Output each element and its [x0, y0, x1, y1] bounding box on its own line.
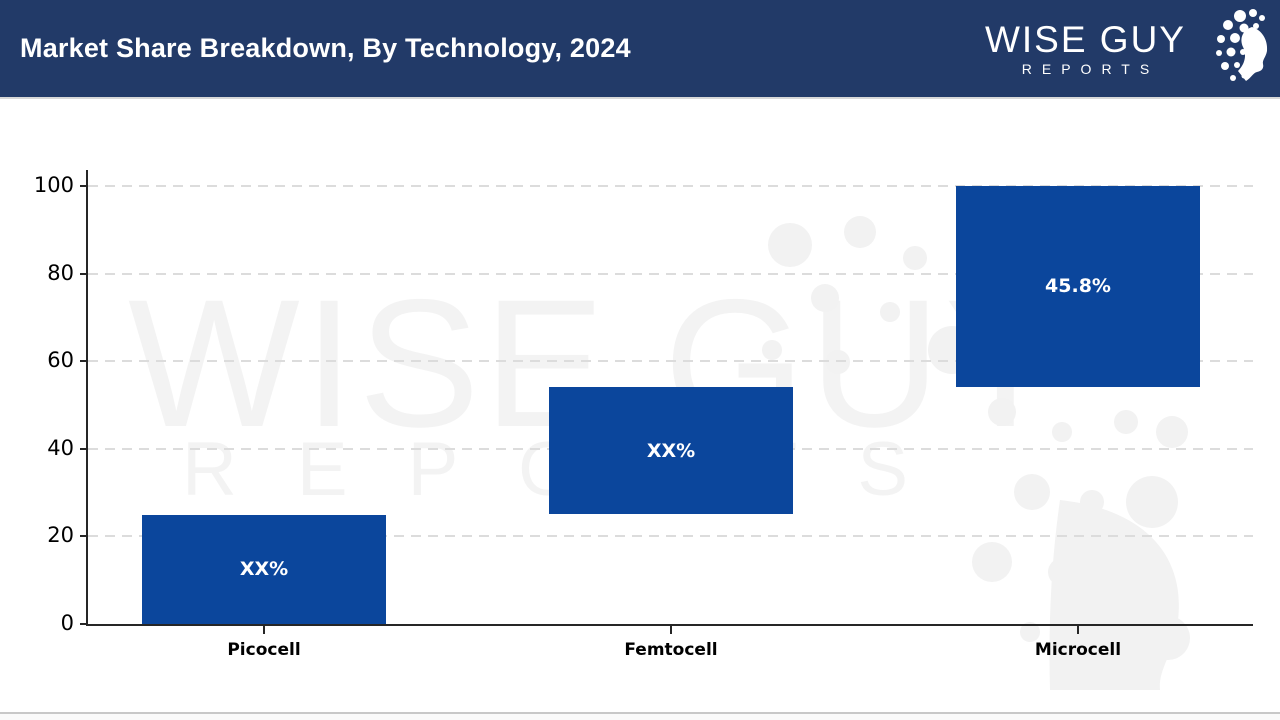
page-title: Market Share Breakdown, By Technology, 2… [20, 33, 631, 63]
y-axis-line [86, 170, 88, 626]
bar-value-label-microcell: 45.8% [1045, 275, 1111, 298]
x-category-label-femtocell: Femtocell [624, 640, 718, 660]
y-tick-60 [80, 360, 88, 363]
bar-microcell: 45.8% [956, 186, 1200, 387]
bar-value-label-femtocell: XX% [646, 439, 696, 462]
wise-guy-logo: WISE GUY REPORTS [985, 7, 1280, 91]
y-tick-20 [80, 535, 88, 538]
footer-bar [0, 712, 1280, 720]
x-category-label-picocell: Picocell [227, 640, 301, 660]
logo-subtitle: REPORTS [1021, 60, 1160, 77]
logo-wordmark: WISE GUY [984, 18, 1186, 60]
x-category-label-microcell: Microcell [1034, 640, 1122, 660]
gridline-80 [88, 272, 1253, 275]
gridline-20 [88, 535, 1253, 538]
y-tick-80 [80, 272, 88, 275]
y-tick-label-100: 100 [33, 173, 74, 197]
gridline-60 [88, 360, 1253, 363]
logo-head-dots-icon [1216, 8, 1268, 81]
x-axis-line [86, 624, 1253, 626]
x-tick-picocell [263, 626, 265, 634]
x-tick-femtocell [670, 626, 672, 634]
gridline-100 [88, 185, 1253, 187]
y-tick-label-80: 80 [47, 260, 74, 285]
bar-value-label-picocell: XX% [239, 558, 289, 581]
y-tick-100 [80, 185, 88, 187]
y-tick-label-40: 40 [47, 435, 74, 460]
y-tick-label-20: 20 [47, 523, 74, 548]
bar-femtocell: XX% [549, 386, 793, 515]
header-bar: Market Share Breakdown, By Technology, 2… [0, 0, 1280, 99]
logo-text: WISE GUY REPORTS [985, 21, 1186, 77]
y-tick-40 [80, 447, 88, 450]
y-tick-0 [80, 623, 88, 625]
y-tick-label-60: 60 [47, 348, 74, 373]
x-tick-microcell [1077, 626, 1079, 634]
bar-picocell: XX% [142, 514, 386, 624]
y-tick-label-0: 0 [60, 611, 74, 635]
